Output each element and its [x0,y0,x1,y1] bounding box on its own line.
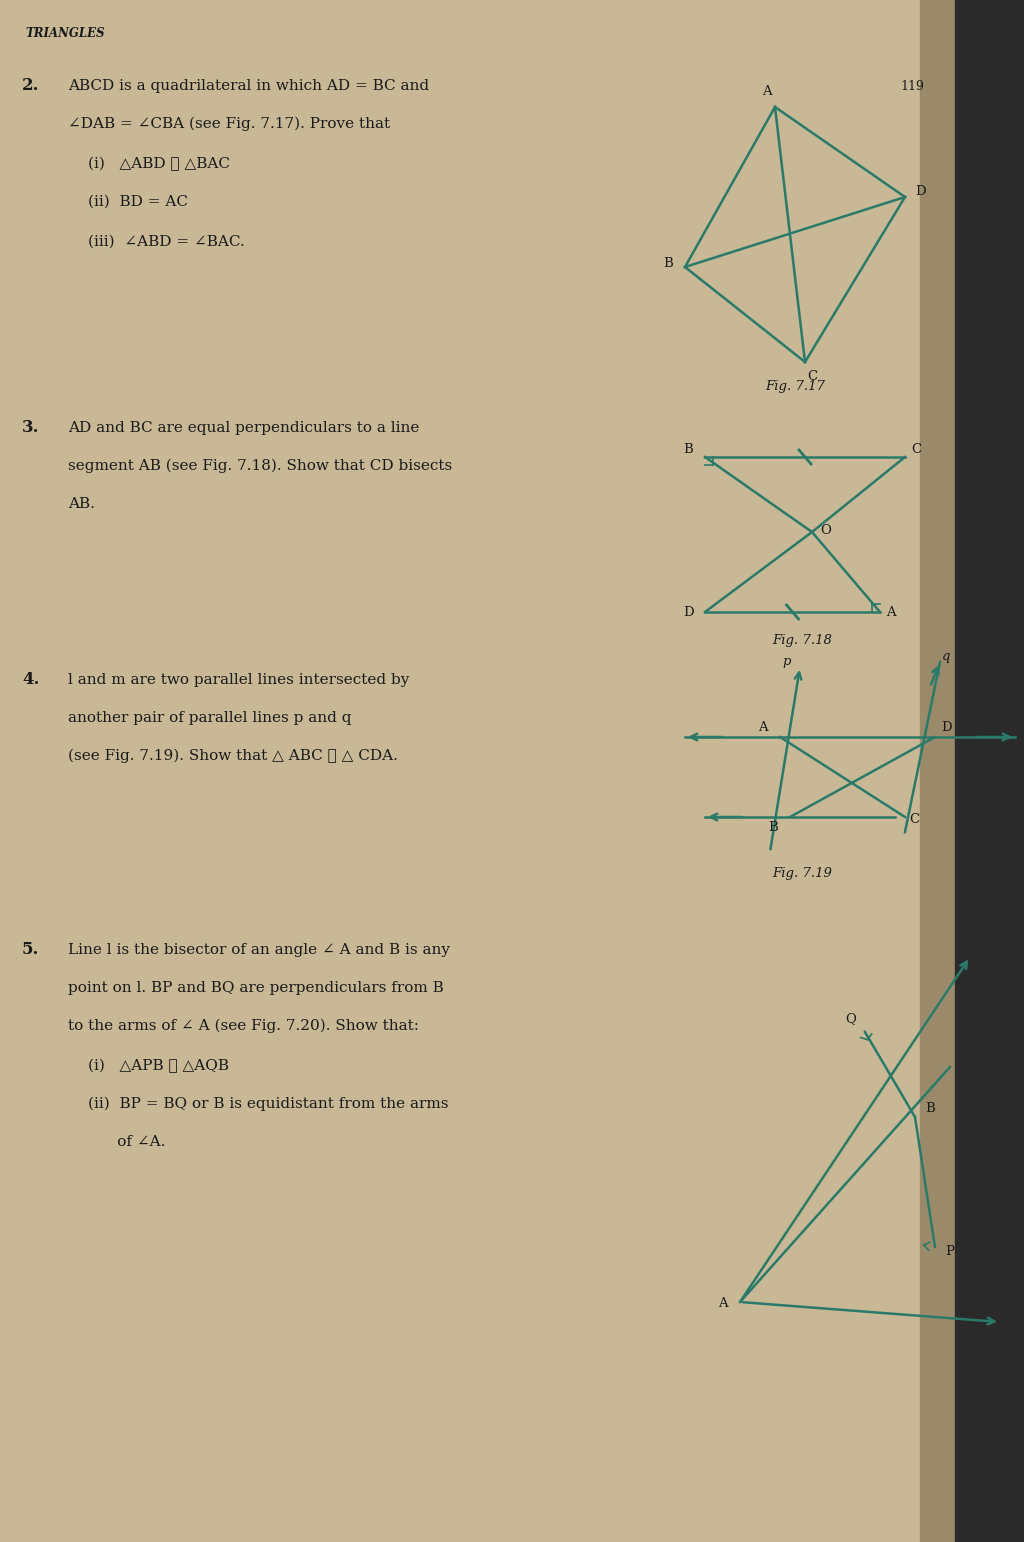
Text: segment AB (see Fig. 7.18). Show that CD bisects: segment AB (see Fig. 7.18). Show that CD… [68,458,453,473]
Text: AB.: AB. [68,497,95,510]
Text: l and m are two parallel lines intersected by: l and m are two parallel lines intersect… [68,672,410,688]
Text: 3.: 3. [22,419,40,436]
Text: (iii)  ∠ABD = ∠BAC.: (iii) ∠ABD = ∠BAC. [88,234,245,248]
Text: D: D [915,185,926,197]
Text: Q: Q [845,1012,856,1025]
Text: Fig. 7.17: Fig. 7.17 [765,379,825,393]
Text: Line l is the bisector of an angle ∠ A and B is any: Line l is the bisector of an angle ∠ A a… [68,944,450,958]
Text: ABCD is a quadrilateral in which AD = BC and: ABCD is a quadrilateral in which AD = BC… [68,79,429,93]
Text: another pair of parallel lines p and q: another pair of parallel lines p and q [68,711,351,725]
Text: 5.: 5. [22,941,39,958]
Text: 2.: 2. [22,77,40,94]
Text: A: A [762,85,772,99]
Text: (ii)  BP = BQ or B is equidistant from the arms: (ii) BP = BQ or B is equidistant from th… [88,1096,449,1110]
Text: D: D [683,606,693,618]
Text: of ∠A.: of ∠A. [88,1135,165,1149]
Text: B: B [768,820,778,834]
Text: 119: 119 [900,80,924,93]
Text: to the arms of ∠ A (see Fig. 7.20). Show that:: to the arms of ∠ A (see Fig. 7.20). Show… [68,1019,419,1033]
Text: (ii)  BD = AC: (ii) BD = AC [88,194,188,210]
Text: ∠DAB = ∠CBA (see Fig. 7.17). Prove that: ∠DAB = ∠CBA (see Fig. 7.17). Prove that [68,117,390,131]
Text: Fig. 7.19: Fig. 7.19 [772,867,831,880]
Text: (see Fig. 7.19). Show that △ ABC ≅ △ CDA.: (see Fig. 7.19). Show that △ ABC ≅ △ CDA… [68,748,398,763]
Bar [955,0,1024,1542]
Text: AD and BC are equal perpendiculars to a line: AD and BC are equal perpendiculars to a … [68,421,420,435]
Text: B: B [663,258,673,270]
Text: p: p [782,655,791,668]
Text: C: C [807,370,817,382]
Text: A: A [718,1297,728,1311]
Text: A: A [758,722,768,734]
Bar [920,0,955,1542]
Text: C: C [909,813,920,827]
Text: O: O [820,524,830,537]
Text: point on l. BP and BQ are perpendiculars from B: point on l. BP and BQ are perpendiculars… [68,981,443,995]
Text: C: C [911,443,922,456]
Text: Fig. 7.18: Fig. 7.18 [772,634,831,648]
Text: B: B [683,443,693,456]
Text: D: D [941,722,951,734]
Text: TRIANGLES: TRIANGLES [25,28,104,40]
Text: P: P [945,1244,954,1258]
Text: A: A [886,606,896,618]
Text: q: q [942,651,950,663]
Text: (i)   △APB ≅ △AQB: (i) △APB ≅ △AQB [88,1059,229,1073]
Text: (i)   △ABD ≅ △BAC: (i) △ABD ≅ △BAC [88,157,230,171]
Text: 4.: 4. [22,671,39,688]
Text: B: B [925,1103,935,1115]
